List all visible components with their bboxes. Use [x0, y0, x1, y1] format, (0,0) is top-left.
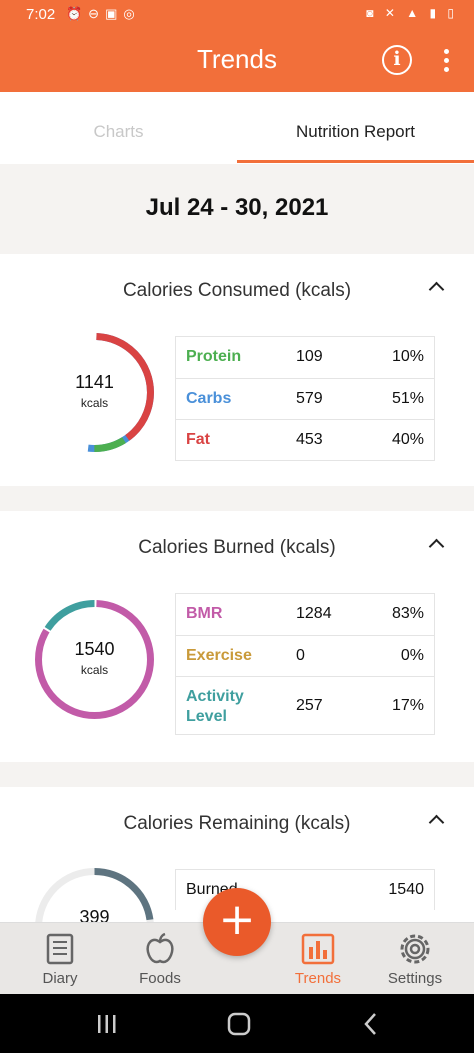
apple-icon [146, 932, 174, 964]
row-percent: 40% [391, 431, 424, 448]
system-navigation-bar [0, 994, 474, 1053]
donut-chart: 1540 kcals [32, 597, 157, 722]
row-value: 453 [296, 431, 323, 448]
calories-consumed-card: Calories Consumed (kcals) 1141 kcals Pro… [0, 254, 474, 486]
chevron-up-icon[interactable] [426, 535, 448, 557]
tab-charts[interactable]: Charts [93, 122, 144, 141]
fat-arc [35, 333, 154, 452]
donut-total: 1540 [74, 639, 115, 659]
row-label: Protein [186, 348, 242, 365]
row-value: 1284 [296, 605, 332, 622]
bar-chart-icon [301, 933, 335, 965]
table-row: Activity Level 257 17% [176, 676, 434, 734]
table-row: Protein 109 10% [176, 337, 434, 378]
nav-label: Trends [294, 970, 342, 987]
home-icon[interactable] [227, 1012, 251, 1036]
info-icon[interactable]: i [382, 45, 412, 75]
row-value: 579 [296, 390, 323, 407]
row-label: Carbs [186, 390, 232, 407]
row-label: BMR [186, 605, 223, 622]
donut-total: 1141 [75, 372, 114, 392]
donut-chart: 1141 kcals [32, 330, 157, 455]
row-label: Exercise [186, 647, 252, 664]
chevron-up-icon[interactable] [426, 278, 448, 300]
row-value: 0 [296, 647, 305, 664]
app-bar: 7:02 ⏰⊖▣◎ ◙ ✕ ▲ ▮ ▯ Trends i [0, 0, 474, 92]
nav-trends[interactable]: Trends [263, 923, 373, 995]
nav-label: Settings [387, 970, 443, 987]
gear-icon [400, 934, 430, 964]
macro-table: Protein 109 10% Carbs 579 51% Fat 453 40… [175, 336, 435, 461]
row-percent: 17% [391, 697, 424, 714]
row-value: 109 [296, 348, 323, 365]
diary-icon [46, 933, 74, 965]
table-row: BMR 1284 83% [176, 594, 434, 635]
nav-label: Diary [42, 970, 78, 987]
nav-diary[interactable]: Diary [5, 923, 115, 995]
status-time: 7:02 [26, 6, 56, 23]
calories-remaining-card: Calories Remaining (kcals) 399 Burned 15… [0, 787, 474, 927]
row-value: 1540 [388, 881, 424, 898]
card-title: Calories Remaining (kcals) [123, 813, 351, 834]
remaining-arc [35, 868, 154, 927]
row-value: 257 [296, 697, 323, 714]
donut-unit: kcals [80, 396, 109, 410]
recent-apps-icon[interactable] [96, 1014, 118, 1034]
burned-table: BMR 1284 83% Exercise 0 0% Activity Leve… [175, 593, 435, 735]
card-title: Calories Burned (kcals) [138, 537, 336, 558]
page-title: Trends [197, 44, 277, 74]
row-percent: 51% [391, 390, 424, 407]
tab-indicator [237, 160, 474, 163]
row-label: Fat [186, 431, 210, 448]
nav-settings[interactable]: Settings [360, 923, 470, 995]
bottom-navigation: Diary Foods Trends Settings [0, 922, 474, 994]
system-status-icons: ◙ ✕ ▲ ▮ ▯ [366, 6, 458, 20]
row-percent: 0% [400, 647, 424, 664]
table-row: Fat 453 40% [176, 419, 434, 460]
nav-label: Foods [139, 970, 181, 987]
donut-unit: kcals [80, 663, 109, 677]
table-row: Exercise 0 0% [176, 635, 434, 676]
bmr-arc [35, 600, 154, 719]
tab-bar: Charts Nutrition Report [0, 92, 474, 164]
table-row: Carbs 579 51% [176, 378, 434, 419]
nav-foods[interactable]: Foods [105, 923, 215, 995]
back-icon[interactable] [362, 1012, 380, 1036]
card-title: Calories Consumed (kcals) [122, 280, 352, 301]
date-range[interactable]: Jul 24 - 30, 2021 [145, 194, 329, 221]
row-percent: 10% [391, 348, 424, 365]
notification-icons: ⏰⊖▣◎ [66, 6, 141, 21]
add-button[interactable]: + [203, 888, 271, 956]
chevron-up-icon[interactable] [426, 811, 448, 833]
row-label: Activity Level [186, 688, 244, 725]
row-percent: 83% [391, 605, 424, 622]
calories-burned-card: Calories Burned (kcals) 1540 kcals BMR 1… [0, 511, 474, 762]
status-bar: 7:02 ⏰⊖▣◎ ◙ ✕ ▲ ▮ ▯ [0, 0, 474, 30]
more-vertical-icon[interactable] [436, 46, 456, 76]
tab-nutrition-report[interactable]: Nutrition Report [295, 122, 416, 141]
protein-arc [35, 333, 154, 452]
donut-chart: 399 [32, 865, 157, 927]
